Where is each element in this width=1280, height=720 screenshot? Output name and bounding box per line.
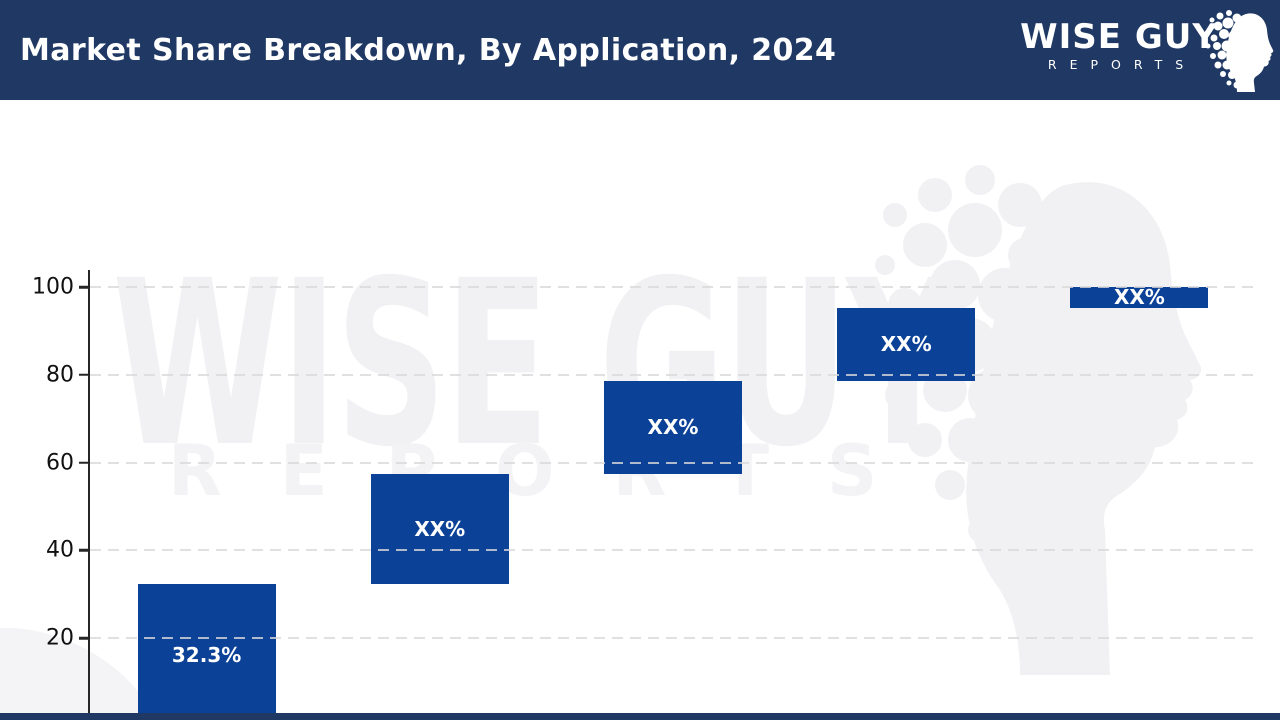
brand-logo-text: WISE GUY REPORTS [1020,20,1218,72]
y-axis-tick-label: 60 [46,450,74,476]
y-axis-tick-mark [79,285,88,289]
gridline [90,637,1256,640]
bar-dairy-products: XX% [604,380,742,474]
y-axis-tick-mark [79,461,88,464]
brand-subtitle: REPORTS [1047,57,1197,72]
chart-area: WISE GUY REPORTS 02040608010032.3%Bakery… [0,100,1280,720]
footer-bar [0,713,1280,720]
bar-value-label: 32.3% [171,643,242,668]
brand-wordmark: WISE GUY [1020,17,1218,57]
y-axis-tick-label: 100 [32,274,74,300]
header: Market Share Breakdown, By Application, … [0,0,1280,100]
gridline [90,373,1256,376]
chart-title: Market Share Breakdown, By Application, … [20,32,837,68]
bar-value-label: XX% [414,516,466,541]
head-profile-icon [1205,10,1274,92]
bar-bakery-products: 32.3% [137,584,276,720]
y-axis-tick-label: 80 [46,362,74,388]
gridline [90,286,1256,288]
y-axis-tick-mark [79,373,88,377]
bar-value-label: XX% [1113,285,1165,310]
gridline [90,549,1256,552]
bar-beverages: XX% [1070,285,1209,310]
brand-logo: WISE GUY REPORTS [1020,6,1274,92]
bar-confectionery: XX% [370,473,509,585]
y-axis-tick-label: 20 [46,625,74,651]
y-axis-tick-mark [79,549,88,552]
gridline [90,461,1256,464]
plot-area: 02040608010032.3%Bakery ProductsXX%Confe… [32,270,1256,720]
bar-snacks: XX% [837,307,976,381]
y-axis-tick-label: 40 [46,537,74,563]
watermark-subtitle: REPORTS [168,430,936,512]
y-axis-tick-mark [79,636,88,640]
bar-value-label: XX% [880,332,932,357]
bar-value-label: XX% [647,415,699,440]
watermark-wordmark: WISE GUY [112,231,959,497]
